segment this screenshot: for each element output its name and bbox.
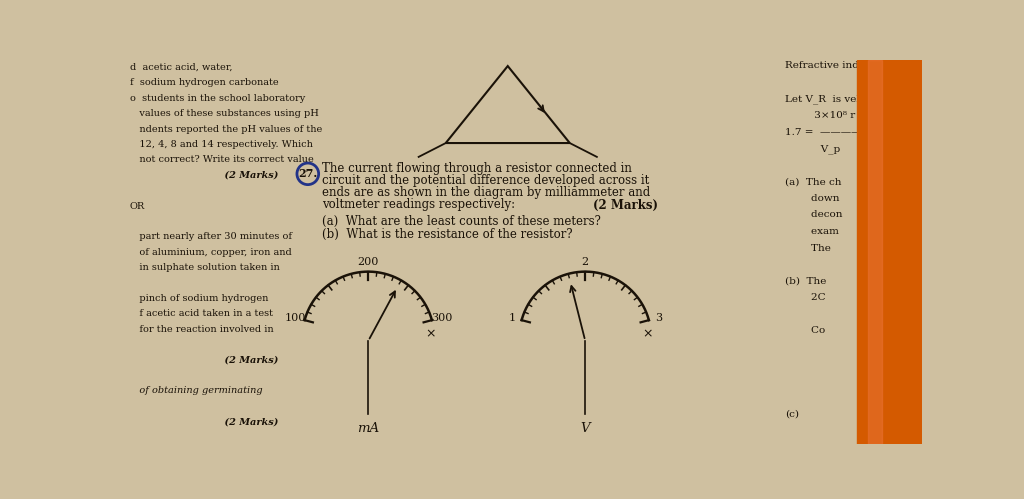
Text: 3: 3: [655, 312, 663, 322]
Text: in sulphate solution taken in: in sulphate solution taken in: [130, 263, 280, 272]
Text: ndents reported the pH values of the: ndents reported the pH values of the: [130, 125, 322, 134]
Text: 200: 200: [357, 256, 379, 266]
Text: 2: 2: [582, 256, 589, 266]
Text: (b)  What is the resistance of the resistor?: (b) What is the resistance of the resist…: [322, 228, 572, 241]
Text: (a)  The ch: (a) The ch: [785, 177, 842, 186]
Text: 12, 4, 8 and 14 respectively. Which: 12, 4, 8 and 14 respectively. Which: [130, 140, 312, 149]
Text: 3×10⁸ r: 3×10⁸ r: [785, 111, 855, 120]
Text: (2 Marks): (2 Marks): [593, 199, 658, 212]
Text: The: The: [785, 244, 831, 252]
Text: exam: exam: [785, 227, 839, 236]
Text: down: down: [785, 194, 840, 203]
Text: for the reaction involved in: for the reaction involved in: [130, 325, 273, 334]
Text: 1: 1: [508, 312, 515, 322]
Text: (2 Marks): (2 Marks): [130, 356, 278, 365]
Text: o  students in the school laboratory: o students in the school laboratory: [130, 94, 305, 103]
Text: 2C: 2C: [785, 293, 825, 302]
Text: Let V_R  is veloc: Let V_R is veloc: [785, 94, 872, 104]
Text: of aluminium, copper, iron and: of aluminium, copper, iron and: [130, 248, 291, 257]
Text: Co: Co: [785, 326, 825, 335]
Text: part nearly after 30 minutes of: part nearly after 30 minutes of: [130, 233, 292, 242]
Text: pinch of sodium hydrogen: pinch of sodium hydrogen: [130, 294, 268, 303]
Text: values of these substances using pH: values of these substances using pH: [130, 109, 318, 118]
Bar: [868, 60, 882, 444]
Text: 100: 100: [285, 312, 305, 322]
Text: 1.7 =  —————: 1.7 = —————: [785, 128, 872, 137]
Text: circuit and the potential difference developed across it: circuit and the potential difference dev…: [322, 174, 649, 187]
Text: (c): (c): [785, 409, 799, 418]
Text: (2 Marks): (2 Marks): [130, 171, 278, 180]
Text: (b)  The: (b) The: [785, 276, 826, 285]
Text: Refractive index: Refractive index: [785, 61, 871, 70]
Text: f  sodium hydrogen carbonate: f sodium hydrogen carbonate: [130, 78, 279, 87]
Text: f acetic acid taken in a test: f acetic acid taken in a test: [130, 309, 272, 318]
Text: 300: 300: [431, 312, 453, 322]
Text: d  acetic acid, water,: d acetic acid, water,: [130, 63, 232, 72]
Text: The current flowing through a resistor connected in: The current flowing through a resistor c…: [322, 162, 632, 175]
Text: of obtaining germinating: of obtaining germinating: [130, 386, 262, 395]
Text: ×: ×: [425, 327, 435, 340]
Text: (2 Marks): (2 Marks): [130, 417, 278, 426]
Text: not correct? Write its correct value: not correct? Write its correct value: [130, 155, 313, 164]
Text: mA: mA: [357, 422, 379, 435]
Text: voltmeter readings respectively:: voltmeter readings respectively:: [322, 199, 515, 212]
Text: ends are as shown in the diagram by milliammeter and: ends are as shown in the diagram by mill…: [322, 186, 650, 199]
Text: 27.: 27.: [298, 168, 317, 179]
Text: (a)  What are the least counts of these meters?: (a) What are the least counts of these m…: [322, 216, 601, 229]
Text: ×: ×: [642, 327, 652, 340]
Text: OR: OR: [130, 202, 144, 211]
Text: V: V: [581, 422, 590, 435]
Text: decon: decon: [785, 211, 843, 220]
Text: V_p: V_p: [785, 144, 841, 154]
Bar: [856, 60, 922, 444]
